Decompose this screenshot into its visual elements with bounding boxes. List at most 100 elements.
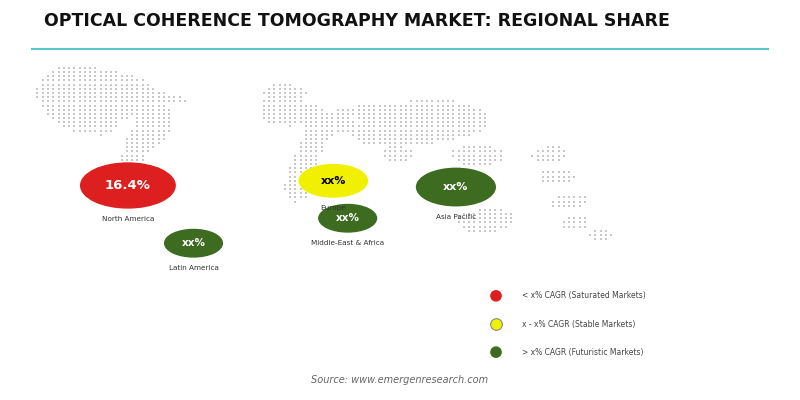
Point: [468, 215, 481, 222]
Point: [305, 115, 318, 121]
Point: [142, 136, 154, 142]
Point: [78, 119, 91, 126]
Point: [305, 148, 318, 155]
Point: [278, 86, 291, 92]
Point: [542, 148, 554, 155]
Point: [105, 115, 118, 121]
Point: [415, 119, 428, 126]
Point: [58, 90, 70, 96]
Point: [152, 123, 165, 130]
Point: [310, 123, 323, 130]
Point: [442, 123, 454, 130]
Point: [421, 123, 434, 130]
Point: [310, 127, 323, 134]
Point: [378, 106, 391, 113]
Text: < x% CAGR (Saturated Markets): < x% CAGR (Saturated Markets): [522, 291, 646, 300]
Point: [68, 77, 81, 84]
Point: [58, 106, 70, 113]
Point: [484, 215, 497, 222]
Point: [110, 82, 123, 88]
Point: [547, 178, 560, 184]
Point: [478, 152, 491, 159]
Point: [62, 123, 75, 130]
Point: [84, 65, 97, 71]
Point: [578, 198, 591, 205]
Point: [62, 73, 75, 80]
Point: [147, 86, 160, 92]
Point: [68, 102, 81, 109]
Point: [289, 182, 302, 188]
Point: [110, 173, 123, 180]
Point: [131, 111, 144, 117]
Point: [542, 157, 554, 163]
Point: [310, 144, 323, 150]
Point: [73, 111, 86, 117]
Point: [121, 157, 134, 163]
Point: [389, 157, 402, 163]
Point: [294, 115, 307, 121]
Point: [73, 65, 86, 71]
Point: [378, 132, 391, 138]
Point: [462, 219, 475, 226]
Point: [452, 152, 465, 159]
Point: [99, 82, 112, 88]
Point: [89, 111, 102, 117]
Point: [126, 165, 138, 171]
Point: [289, 94, 302, 100]
Text: Latin America: Latin America: [169, 265, 218, 271]
Point: [136, 157, 149, 163]
Point: [131, 115, 144, 121]
Point: [410, 98, 423, 104]
Point: [89, 127, 102, 134]
Point: [152, 127, 165, 134]
Point: [462, 119, 475, 126]
Point: [378, 102, 391, 109]
Point: [136, 98, 149, 104]
Point: [321, 123, 334, 130]
Point: [126, 77, 138, 84]
Point: [89, 123, 102, 130]
Point: [347, 119, 360, 126]
Point: [337, 123, 350, 130]
Point: [437, 102, 450, 109]
Point: [131, 94, 144, 100]
Point: [68, 106, 81, 113]
Point: [474, 123, 486, 130]
Point: [389, 102, 402, 109]
Point: [558, 198, 570, 205]
Point: [368, 132, 381, 138]
Point: [305, 111, 318, 117]
Point: [389, 152, 402, 159]
Point: [405, 140, 418, 146]
Point: [78, 127, 91, 134]
Point: [294, 119, 307, 126]
Point: [158, 102, 170, 109]
Point: [389, 106, 402, 113]
Point: [326, 123, 338, 130]
Point: [489, 211, 502, 217]
Point: [121, 115, 134, 121]
Point: [36, 98, 49, 104]
Point: [158, 127, 170, 134]
Point: [31, 90, 44, 96]
Point: [478, 115, 491, 121]
Point: [484, 224, 497, 230]
Point: [289, 198, 302, 205]
Point: [52, 115, 65, 121]
Point: [162, 106, 175, 113]
Point: [294, 157, 307, 163]
Point: [368, 127, 381, 134]
Point: [42, 106, 54, 113]
Point: [42, 90, 54, 96]
Point: [158, 115, 170, 121]
Point: [294, 140, 307, 146]
Point: [474, 228, 486, 234]
Point: [121, 140, 134, 146]
Point: [84, 82, 97, 88]
Point: [568, 202, 581, 209]
Point: [142, 98, 154, 104]
Point: [89, 106, 102, 113]
Point: [558, 224, 570, 230]
Point: [147, 132, 160, 138]
Point: [147, 106, 160, 113]
